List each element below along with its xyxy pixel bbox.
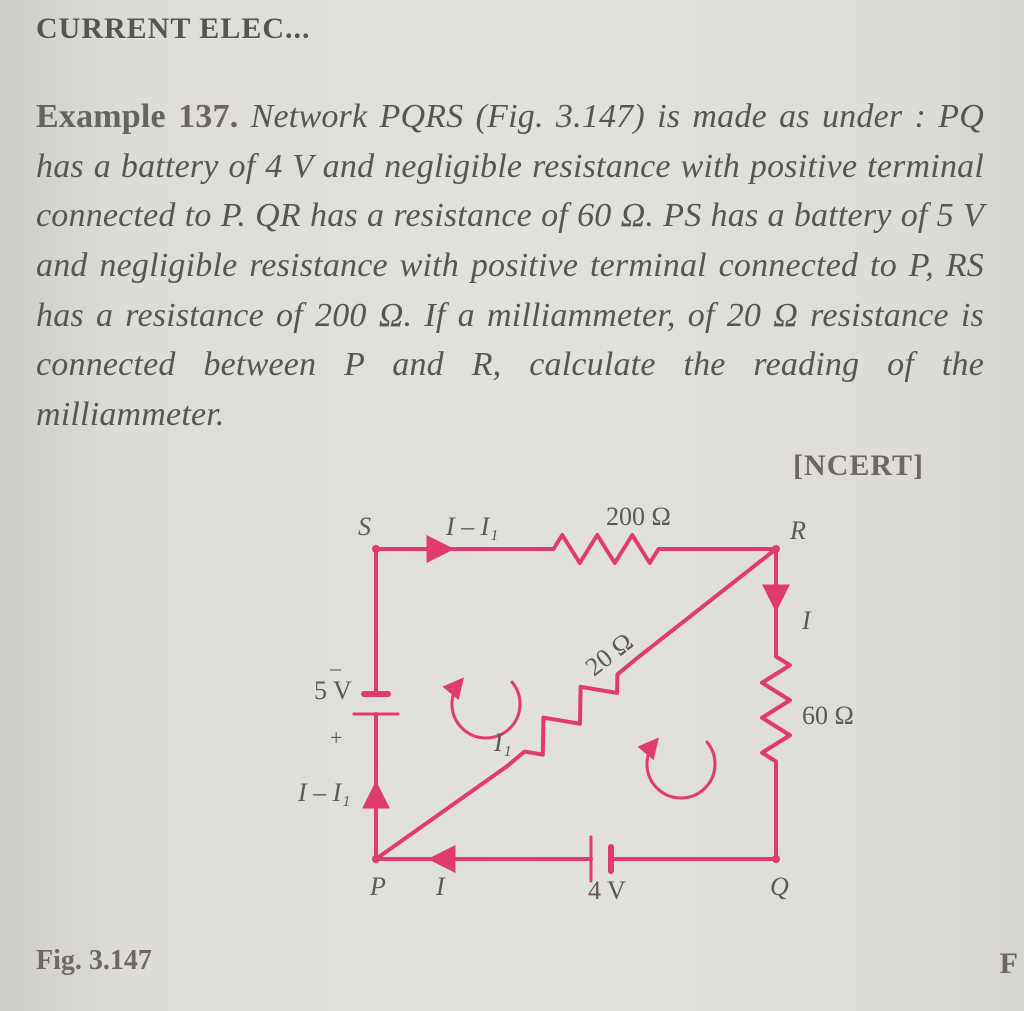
svg-text:I: I [435,872,446,901]
svg-text:200 Ω: 200 Ω [606,502,671,531]
svg-text:I: I [801,606,812,635]
svg-text:I₁: I₁ [493,728,512,757]
svg-text:I – I₁: I – I₁ [297,778,350,807]
svg-text:I – I₁: I – I₁ [445,512,498,541]
page-header-crop: CURRENT ELEC... [36,12,984,46]
svg-text:S: S [358,512,371,541]
svg-text:Q: Q [770,872,789,901]
figure-caption: Fig. 3.147 [36,945,152,977]
example-number: 137. [178,98,238,135]
source-tag: [NCERT] [36,449,924,483]
svg-text:P: P [369,872,386,901]
svg-text:R: R [789,516,806,545]
svg-text:+: + [330,725,342,750]
example-body: Network PQRS (Fig. 3.147) is made as und… [36,98,984,433]
svg-text:20 Ω: 20 Ω [580,627,639,682]
svg-text:4 V: 4 V [588,876,626,905]
svg-text:5 V: 5 V [314,676,352,705]
svg-text:–: – [329,655,342,680]
page-edge-letter: F [1000,947,1018,981]
example-text-block: Example 137. Network PQRS (Fig. 3.147) i… [36,92,984,439]
circuit-diagram: S R P Q I – I₁ 200 Ω I 60 Ω I 4 V 5 V I – I₁ I₁ 20 Ω +… [236,489,876,934]
svg-text:60 Ω: 60 Ω [802,701,854,730]
example-label: Example [36,98,166,135]
